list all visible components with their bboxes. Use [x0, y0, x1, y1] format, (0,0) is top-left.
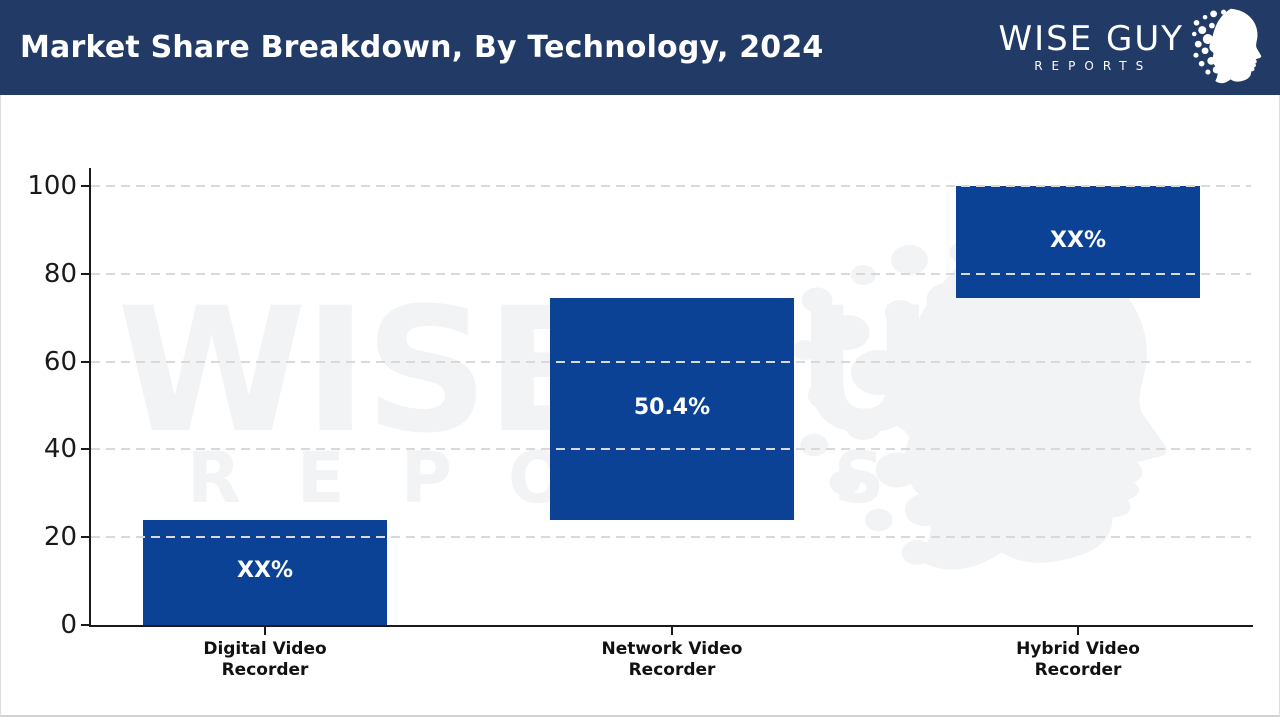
bar-segment: 50.4%: [550, 298, 794, 520]
logo-face-icon: [1191, 8, 1262, 83]
y-axis-tick-mark: [81, 536, 89, 539]
y-axis-tick-label: 100: [27, 171, 77, 201]
x-axis-label: Digital Video Recorder: [203, 639, 327, 680]
x-axis-label: Hybrid Video Recorder: [1016, 639, 1140, 680]
y-axis-tick-label: 80: [43, 258, 77, 289]
y-axis-tick-mark: [81, 624, 89, 626]
plot-area: XX% 50.4% XX%: [89, 168, 1253, 627]
gridline: [91, 272, 1251, 275]
y-axis-tick-label: 60: [43, 346, 77, 377]
bar-segment: XX%: [956, 186, 1200, 299]
x-axis-tick-mark: [1077, 627, 1079, 635]
watermark-face-icon: [792, 237, 1167, 570]
y-axis-tick-label: 20: [43, 522, 77, 553]
bar-value-label: 50.4%: [633, 395, 711, 420]
chart-canvas: WISE GUY REPORTS XX%50.4%XX% 02040608010…: [0, 95, 1280, 717]
y-axis-tick-label: 40: [43, 434, 77, 465]
y-axis-tick-label: 0: [60, 610, 77, 640]
logo-wordmark: WISE GUY: [998, 19, 1184, 59]
y-axis-tick-mark: [81, 360, 89, 363]
brand-logo-text: WISE GUY REPORTS: [998, 22, 1184, 73]
bar-value-label: XX%: [237, 558, 293, 584]
gridline: [91, 185, 1251, 187]
y-axis-tick-mark: [81, 185, 89, 187]
x-axis-tick-mark: [264, 627, 266, 635]
y-axis-tick-mark: [81, 272, 89, 275]
gridline: [91, 448, 1251, 451]
x-axis-label: Network Video Recorder: [601, 639, 743, 680]
bar-value-label: XX%: [1050, 228, 1106, 254]
x-axis-tick-mark: [671, 627, 673, 635]
gridline: [91, 536, 1251, 539]
y-axis-tick-mark: [81, 448, 89, 451]
brand-logo: WISE GUY REPORTS: [998, 0, 1262, 95]
logo-subtext: REPORTS: [1034, 59, 1153, 73]
header: Market Share Breakdown, By Technology, 2…: [0, 0, 1280, 95]
page-title: Market Share Breakdown, By Technology, 2…: [20, 30, 824, 65]
gridline: [91, 360, 1251, 363]
